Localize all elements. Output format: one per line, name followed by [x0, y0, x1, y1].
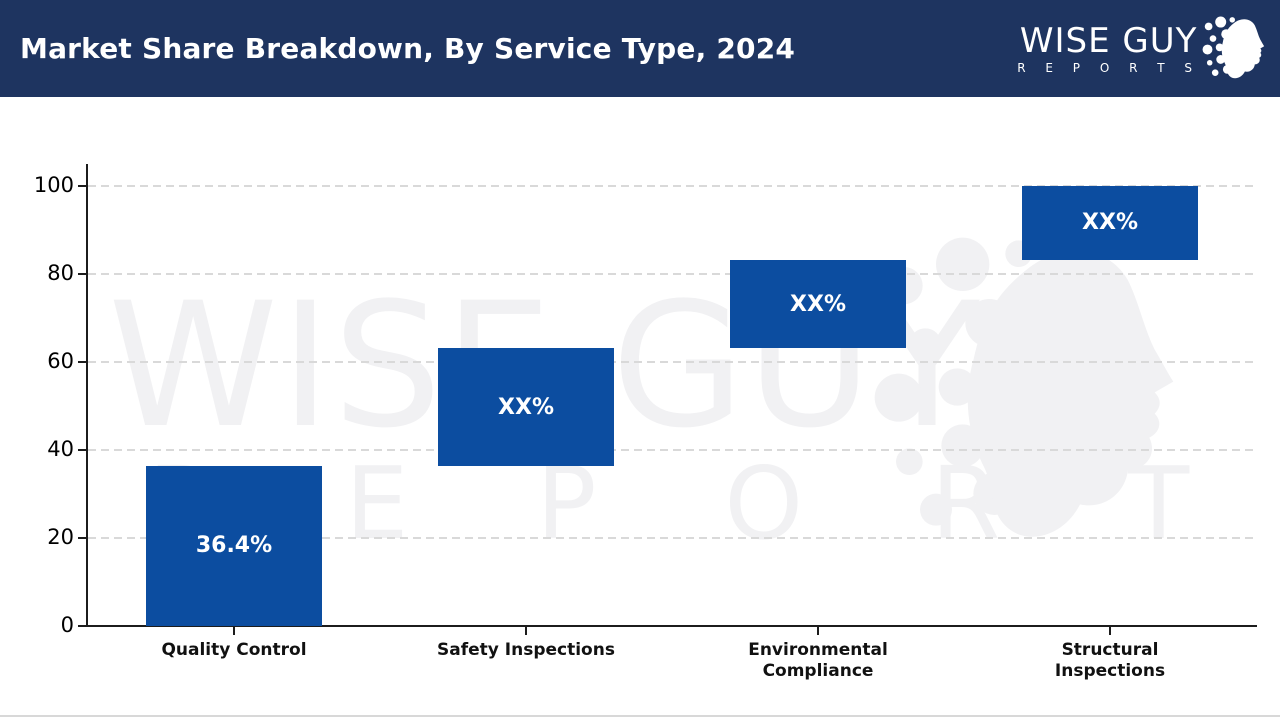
chart-title: Market Share Breakdown, By Service Type,…: [20, 32, 796, 65]
bar-structural-inspections: XX%: [1022, 185, 1198, 261]
brand-tagline: R E P O R T S: [1017, 61, 1200, 75]
x-category-label-3: Structural Inspections: [1054, 640, 1166, 681]
bar-environmental-compliance: XX%: [730, 260, 906, 349]
x-tick-1: [525, 627, 527, 635]
chart-area: WISE GUY R E P O R T S 02040608010036.4%…: [0, 97, 1280, 720]
y-tick-label-20: 20: [47, 524, 74, 549]
y-tick-label-40: 40: [47, 436, 74, 461]
gridline-40: [88, 448, 1256, 451]
y-tick-label-80: 80: [47, 260, 74, 285]
x-category-label-2: Environmental Compliance: [748, 640, 888, 681]
bar-value-label: 36.4%: [195, 533, 273, 559]
bar-value-label: XX%: [790, 291, 846, 317]
x-tick-2: [817, 627, 819, 635]
y-tick-0: [78, 625, 86, 627]
bar-value-label: XX%: [498, 394, 554, 420]
y-tick-label-100: 100: [33, 172, 74, 197]
y-tick-80: [78, 272, 86, 275]
y-tick-label-0: 0: [60, 613, 74, 637]
y-tick-100: [78, 184, 86, 187]
gridline-20: [88, 536, 1256, 539]
x-category-label-0: Quality Control: [161, 640, 307, 660]
header: Market Share Breakdown, By Service Type,…: [0, 0, 1280, 97]
gridline-60: [88, 360, 1256, 363]
y-axis-line: [86, 164, 88, 627]
gridline-80: [88, 272, 1256, 275]
x-category-label-1: Safety Inspections: [437, 640, 615, 660]
brand-logo: WISE GUY R E P O R T S: [1017, 6, 1268, 92]
brand-logo-text: WISE GUY R E P O R T S: [1017, 23, 1200, 75]
x-tick-3: [1109, 627, 1111, 635]
figure-bottom-border: [0, 715, 1280, 717]
x-tick-0: [233, 627, 235, 635]
bar-value-label: XX%: [1082, 210, 1138, 236]
y-tick-label-60: 60: [47, 348, 74, 373]
gridline-100: [88, 184, 1256, 187]
bar-quality-control: 36.4%: [146, 465, 322, 626]
x-axis-line: [86, 625, 1257, 627]
y-tick-40: [78, 448, 86, 451]
y-tick-20: [78, 536, 86, 539]
brand-name: WISE GUY: [1019, 21, 1198, 61]
y-tick-60: [78, 360, 86, 363]
bar-safety-inspections: XX%: [438, 348, 614, 466]
